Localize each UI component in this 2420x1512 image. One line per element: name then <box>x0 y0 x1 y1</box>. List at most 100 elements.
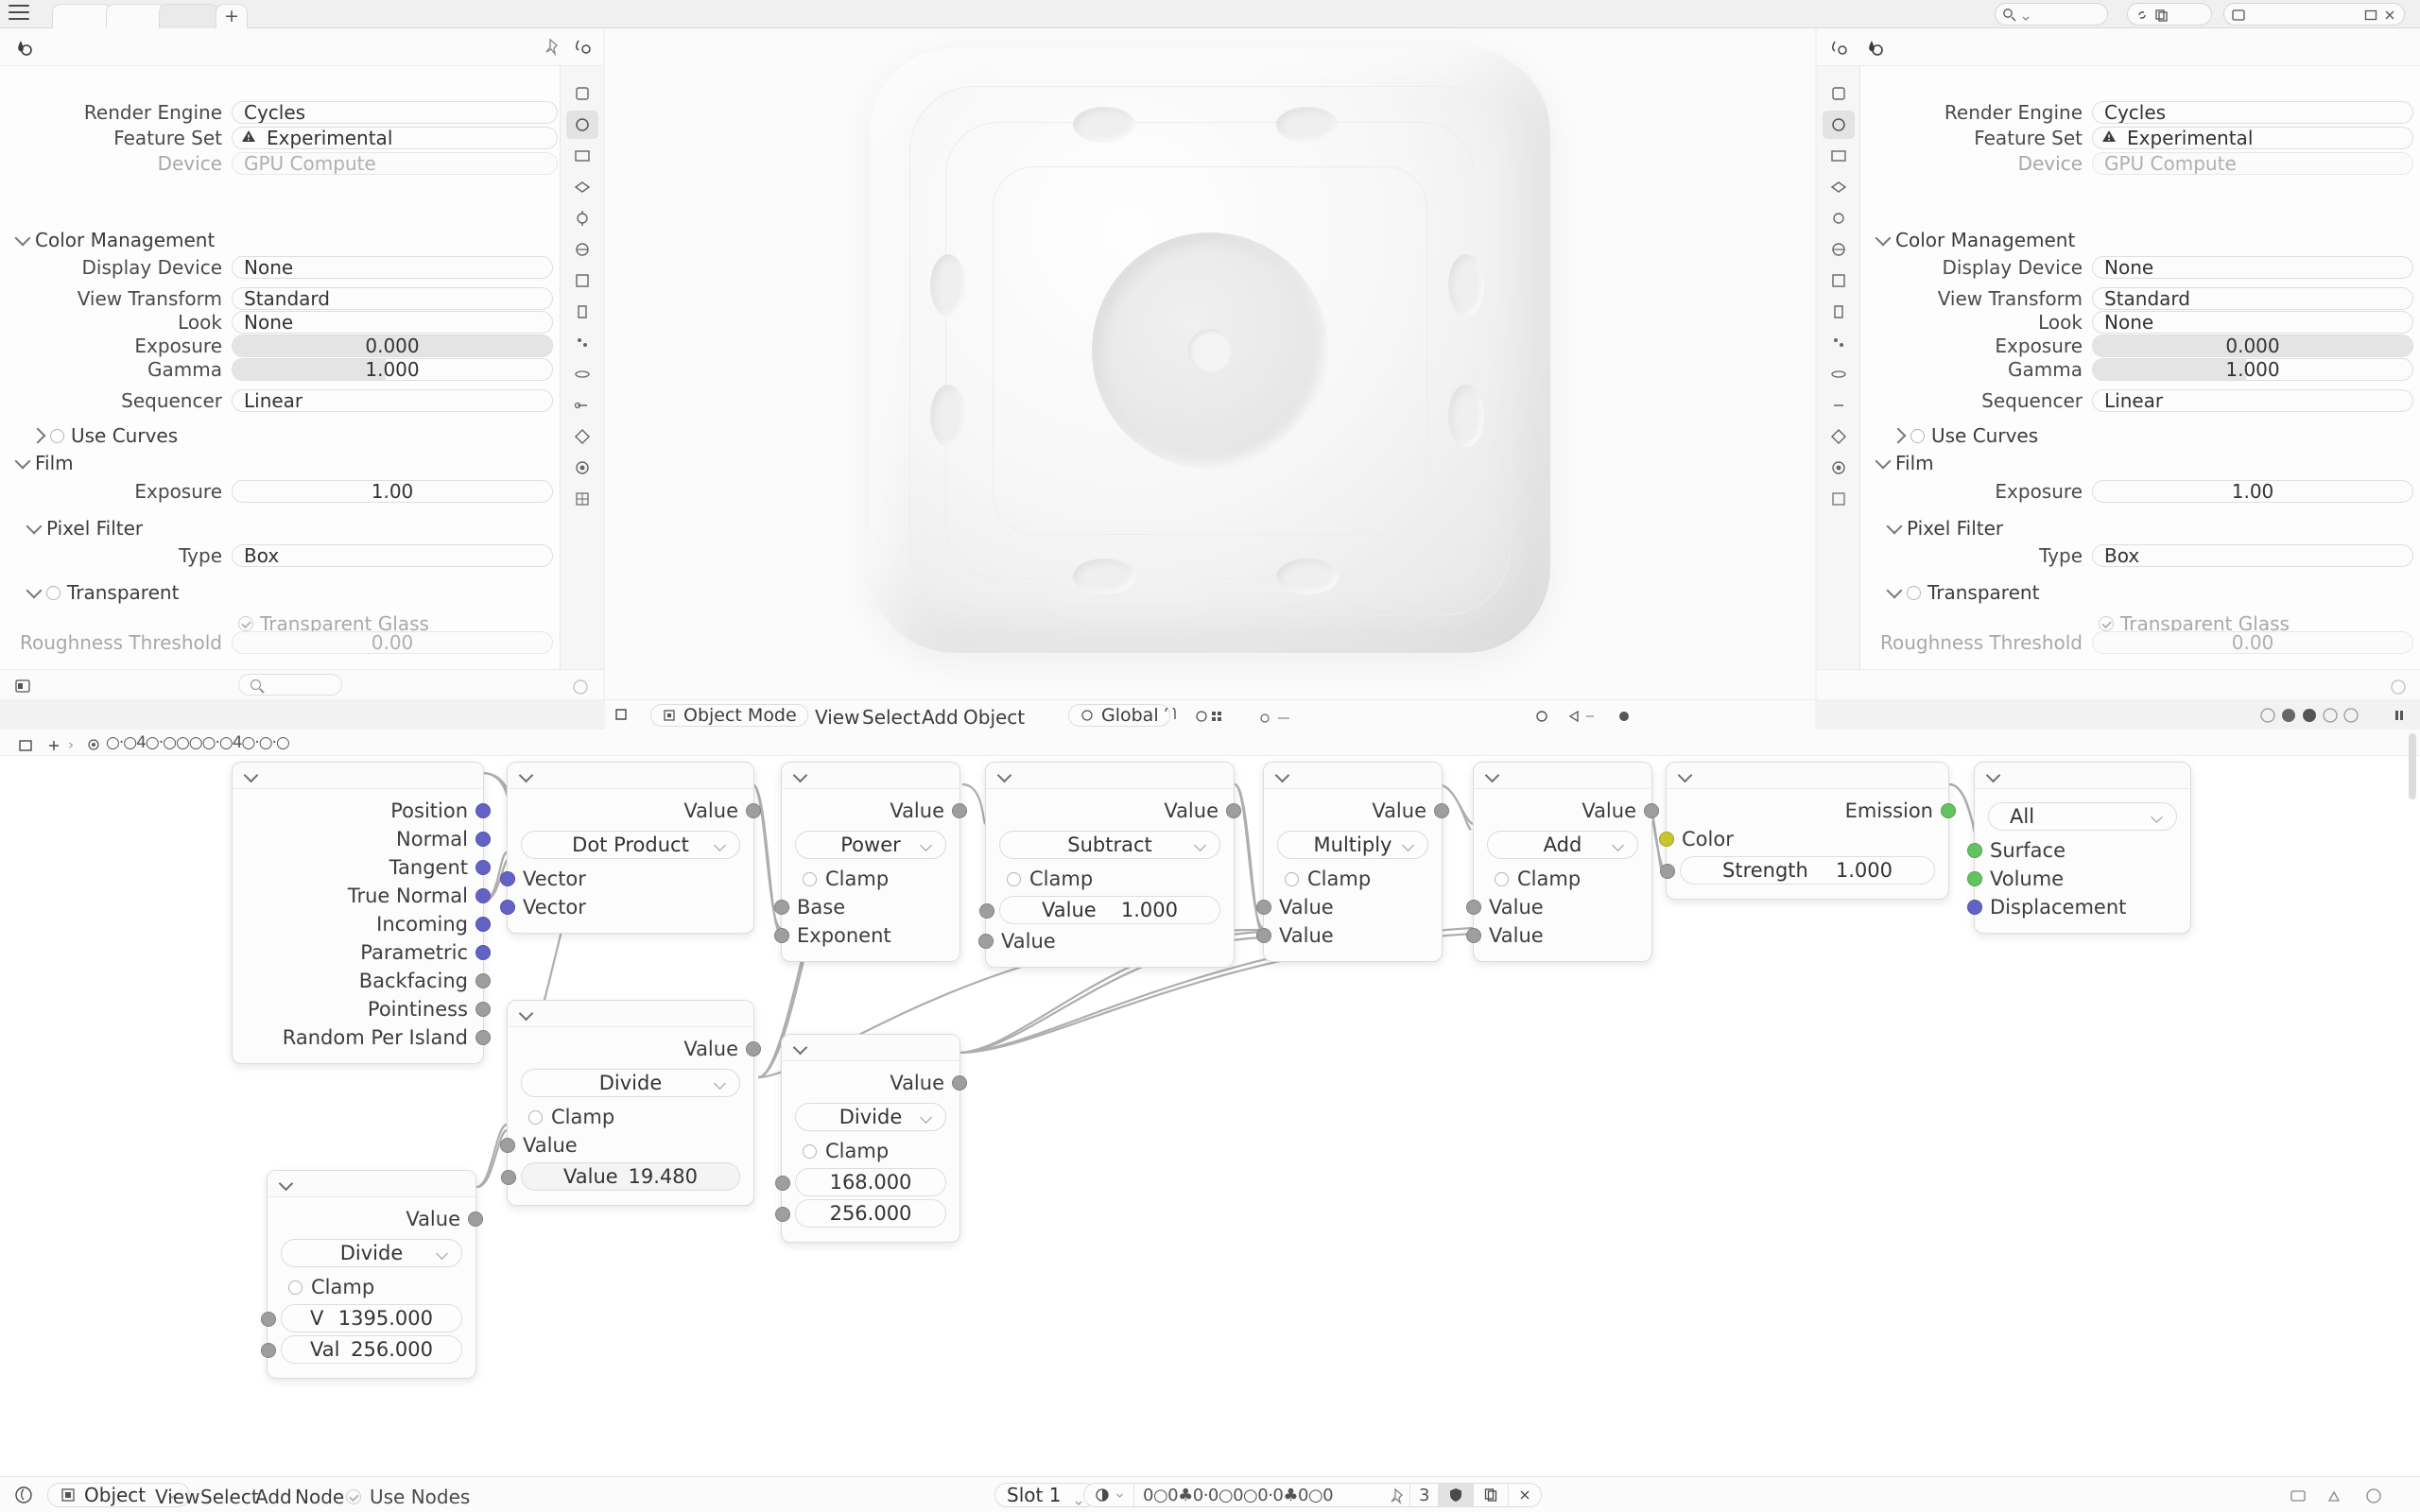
operation-dropdown-add[interactable]: Add <box>1487 831 1638 859</box>
material-icon[interactable] <box>1084 1484 1134 1506</box>
socket-value-out[interactable]: Value <box>1474 797 1659 825</box>
socket-base[interactable]: Base <box>774 893 959 921</box>
socket-value-out[interactable]: Value <box>508 1035 761 1063</box>
tab-constraint-icon[interactable] <box>566 391 598 420</box>
node-divide-1395-256[interactable]: Value Divide Clamp V 1395.000 Val 256.000 <box>261 1170 483 1379</box>
shader-type-dropdown[interactable]: Object <box>47 1483 191 1507</box>
options-icon-r[interactable] <box>2390 678 2407 700</box>
collapse-icon[interactable] <box>518 1005 534 1022</box>
socket-tangent[interactable]: Tangent <box>233 853 491 882</box>
socket-value-out[interactable]: Value <box>986 797 1241 825</box>
tab-output-icon-r[interactable] <box>1823 142 1855 170</box>
scene-selector[interactable] <box>1995 3 2108 26</box>
sequencer-dropdown-r[interactable]: Linear <box>2092 388 2413 412</box>
tab-output-icon[interactable] <box>566 142 598 170</box>
viewport-menu-object[interactable]: Object <box>963 706 1026 729</box>
collapse-icon[interactable] <box>243 767 259 783</box>
gamma-slider-r[interactable]: 1.000 <box>2092 357 2413 381</box>
x-icon[interactable] <box>1509 1484 1541 1506</box>
socket-color[interactable]: Color <box>1659 825 1948 853</box>
node-material-output[interactable]: All Surface Volume Displacement <box>1967 762 2191 934</box>
node-emission[interactable]: Emission Color Strength 1.000 <box>1659 762 1956 900</box>
collapse-icon[interactable] <box>1985 767 2001 783</box>
clamp-toggle-subtract[interactable]: Clamp <box>986 865 1234 893</box>
tab-particles-icon[interactable] <box>566 329 598 357</box>
node-geometry[interactable]: Position Normal Tangent True Normal Inco… <box>232 762 491 1064</box>
editor-type-icon-viewport[interactable] <box>613 706 633 730</box>
properties-tab-strip-right[interactable] <box>1817 66 1860 699</box>
tab-material-icon[interactable] <box>566 454 598 482</box>
interaction-mode-dropdown[interactable]: Object Mode <box>650 704 808 727</box>
display-device-dropdown[interactable]: None <box>232 255 553 279</box>
strength-field[interactable]: Strength 1.000 <box>1660 856 1935 885</box>
tab-texture-icon-r[interactable] <box>1823 485 1855 513</box>
socket-backfacing[interactable]: Backfacing <box>233 967 491 995</box>
transparent-section[interactable]: Transparent <box>26 581 179 604</box>
clamp-checkbox[interactable] <box>803 1143 817 1159</box>
shader-node-editor[interactable]: › ○·○4○·○○○○·○4○·○·○ <box>0 730 2420 1476</box>
target-dropdown[interactable]: All <box>1988 802 2177 831</box>
socket-value-out[interactable]: Value <box>268 1205 483 1233</box>
material-users-count[interactable]: 3 <box>1410 1484 1440 1506</box>
material-name-field[interactable]: 0○0♣0·0○0○0·0♣0○0 <box>1134 1484 1410 1506</box>
operation-dropdown-dot-product[interactable]: Dot Product <box>521 831 740 859</box>
tab-world-icon-r[interactable] <box>1823 235 1855 264</box>
node-menu-add[interactable]: Add <box>255 1486 292 1508</box>
viewport-menu-view[interactable]: View <box>815 706 860 729</box>
collapse-icon[interactable] <box>1484 767 1500 783</box>
exposure-slider[interactable]: 0.000 <box>232 334 553 357</box>
properties-search-input-left[interactable] <box>238 674 342 696</box>
use-nodes-toggle[interactable]: Use Nodes <box>346 1486 470 1508</box>
node-header-divide-19480[interactable] <box>508 1001 753 1027</box>
transparent-checkbox-r[interactable] <box>1907 585 1921 600</box>
viewport-menu-add[interactable]: Add <box>922 706 959 729</box>
tab-data-icon-r[interactable] <box>1823 422 1855 451</box>
operation-dropdown-subtract[interactable]: Subtract <box>999 831 1220 859</box>
properties-tab-strip-left[interactable] <box>560 66 603 699</box>
view-transform-dropdown-r[interactable]: Standard <box>2092 286 2413 310</box>
window-controls[interactable] <box>2223 3 2405 26</box>
clamp-toggle-multiply[interactable]: Clamp <box>1264 865 1442 893</box>
node-power[interactable]: Value Power Clamp Base Exponent <box>774 762 967 962</box>
clamp-toggle-divide-19480[interactable]: Clamp <box>508 1103 753 1131</box>
node-add[interactable]: Value Add Clamp Value Value <box>1466 762 1659 962</box>
operation-dropdown-divide-168[interactable]: Divide <box>795 1103 946 1131</box>
clamp-checkbox[interactable] <box>1285 871 1299 886</box>
tab-data-icon[interactable] <box>566 422 598 451</box>
tab-world-icon[interactable] <box>566 235 598 264</box>
node-header-material-output[interactable] <box>1975 763 2190 789</box>
clamp-toggle-power[interactable]: Clamp <box>782 865 959 893</box>
look-dropdown[interactable]: None <box>232 310 553 334</box>
tab-viewlayer-icon-r[interactable] <box>1823 173 1855 201</box>
node-menu-select[interactable]: Select <box>200 1486 259 1508</box>
node-header-dot-product[interactable] <box>508 763 753 789</box>
tab-modifier-icon-r[interactable] <box>1823 298 1855 326</box>
proportional-falloff-icon[interactable] <box>1257 708 1301 730</box>
value-field-168[interactable]: 168.000 <box>775 1168 946 1196</box>
socket-normal[interactable]: Normal <box>233 825 491 853</box>
tab-object-icon[interactable] <box>566 266 598 295</box>
socket-incoming[interactable]: Incoming <box>233 910 491 938</box>
socket-value-out[interactable]: Value <box>782 797 967 825</box>
pin-icon[interactable] <box>543 37 563 62</box>
socket-value-2[interactable]: Value <box>978 927 1234 955</box>
tab-particles-icon-r[interactable] <box>1823 329 1855 357</box>
collapse-icon[interactable] <box>792 1040 808 1056</box>
node-dot-product[interactable]: Value Dot Product Vector Vector <box>500 762 761 934</box>
socket-vector-2[interactable]: Vector <box>500 893 753 921</box>
clamp-checkbox[interactable] <box>1495 871 1509 886</box>
viewlayer-selector[interactable] <box>2127 3 2212 26</box>
tab-constraint-icon-r[interactable] <box>1823 391 1855 420</box>
socket-value-1[interactable]: Value <box>500 1131 753 1160</box>
editor-type-icon-status[interactable] <box>13 1485 36 1510</box>
copy-icon[interactable] <box>1474 1484 1510 1506</box>
clamp-checkbox[interactable] <box>528 1109 543 1125</box>
tab-scene-icon-r[interactable] <box>1823 204 1855 232</box>
workspace-tab-1[interactable] <box>52 4 112 28</box>
node-divide-168-256[interactable]: Value Divide Clamp 168.000 256.000 <box>775 1034 967 1243</box>
socket-value-1[interactable]: Value <box>1256 893 1442 921</box>
use-curves-row-r[interactable]: Use Curves <box>1890 424 2038 447</box>
collapse-icon[interactable] <box>1274 767 1290 783</box>
feature-set-dropdown[interactable]: Experimental <box>232 126 558 149</box>
node-header-add[interactable] <box>1474 763 1651 789</box>
